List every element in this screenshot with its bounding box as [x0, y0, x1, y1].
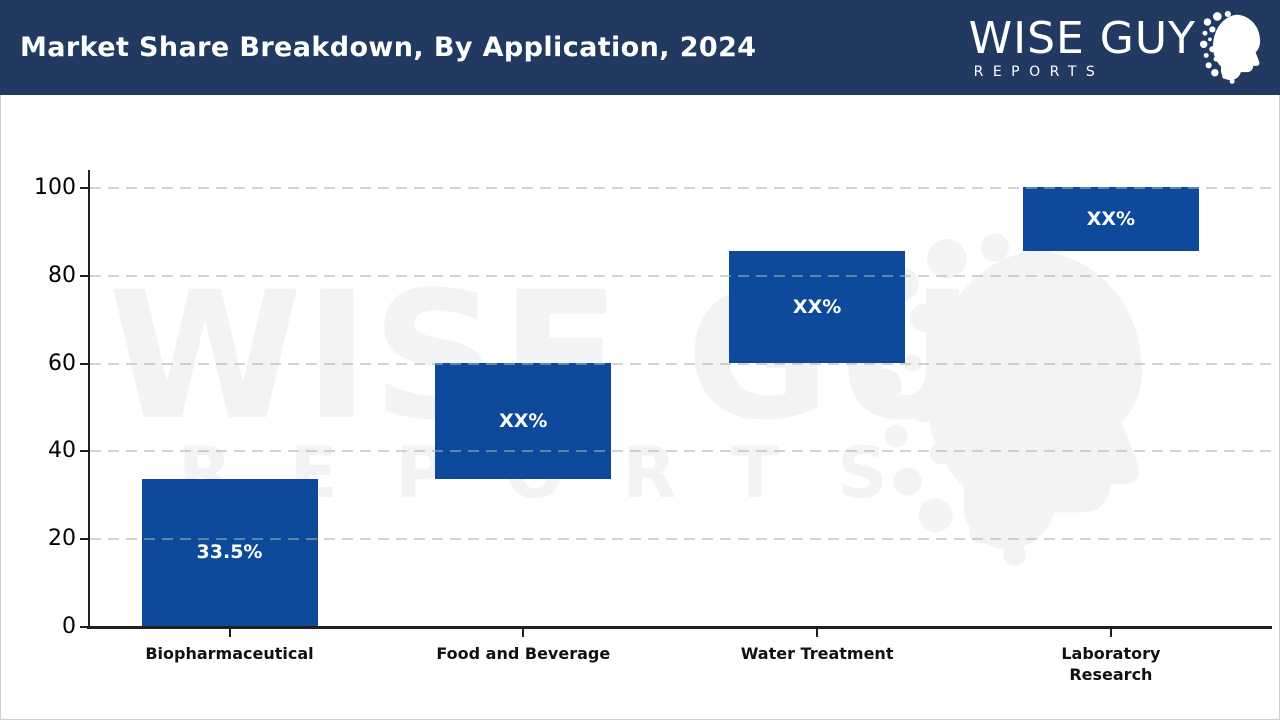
x-tick-mark: [816, 629, 819, 637]
gridline: [90, 187, 1272, 189]
bar-value-label: 33.5%: [196, 541, 263, 564]
bar-laboratory-research: [1022, 187, 1199, 251]
gridline: [90, 274, 1272, 277]
x-tick-mark: [228, 629, 231, 637]
x-tick-label: Food and Beverage: [436, 644, 611, 663]
y-tick-mark: [80, 538, 88, 541]
y-tick-mark: [80, 274, 88, 277]
x-tick-label: Laboratory Research: [1061, 644, 1161, 684]
bar-food-and-beverage: [435, 362, 612, 479]
bar-value-label: XX%: [792, 295, 842, 318]
x-tick-mark: [1109, 629, 1112, 637]
y-tick-label: 0: [62, 614, 76, 639]
gridline: [90, 450, 1272, 453]
logo-wordmark: WISE GUY REPORTS: [968, 12, 1196, 80]
y-tick-label: 60: [48, 350, 76, 376]
y-tick-label: 100: [34, 175, 76, 200]
logo-wordmark-top: WISE GUY: [968, 12, 1196, 64]
y-tick-mark: [80, 362, 88, 365]
wiseguy-head-icon: [1200, 10, 1261, 84]
x-tick-label: Water Treatment: [740, 644, 894, 663]
y-axis-line: [88, 170, 90, 628]
bar-value-label: XX%: [1086, 207, 1136, 230]
gridline: [90, 538, 1272, 541]
bar-water-treatment: [729, 250, 906, 363]
header-band: Market Share Breakdown, By Application, …: [0, 0, 1280, 95]
gridline: [90, 362, 1272, 365]
bar-biopharmaceutical: [141, 478, 318, 628]
x-axis-line: [87, 626, 1272, 629]
y-tick-mark: [80, 187, 88, 189]
y-tick-mark: [80, 626, 88, 628]
x-tick-mark: [522, 629, 525, 637]
y-tick-mark: [80, 450, 88, 453]
y-tick-label: 80: [48, 262, 76, 288]
bar-value-label: XX%: [499, 409, 548, 432]
y-tick-label: 20: [48, 526, 76, 552]
plot-area: 0 20 40 60 80 100 33.5% Biopharmaceutical XX% Foo…: [0, 95, 1280, 720]
logo-wordmark-bottom: REPORTS: [973, 63, 1105, 80]
chart-title: Market Share Breakdown, By Application, …: [20, 32, 757, 63]
wiseguy-reports-logo: WISE GUY REPORTS: [969, 7, 1268, 89]
x-tick-label: Biopharmaceutical: [145, 644, 314, 663]
watermark-head-icon: [868, 233, 1142, 566]
y-tick-label: 40: [48, 438, 76, 464]
